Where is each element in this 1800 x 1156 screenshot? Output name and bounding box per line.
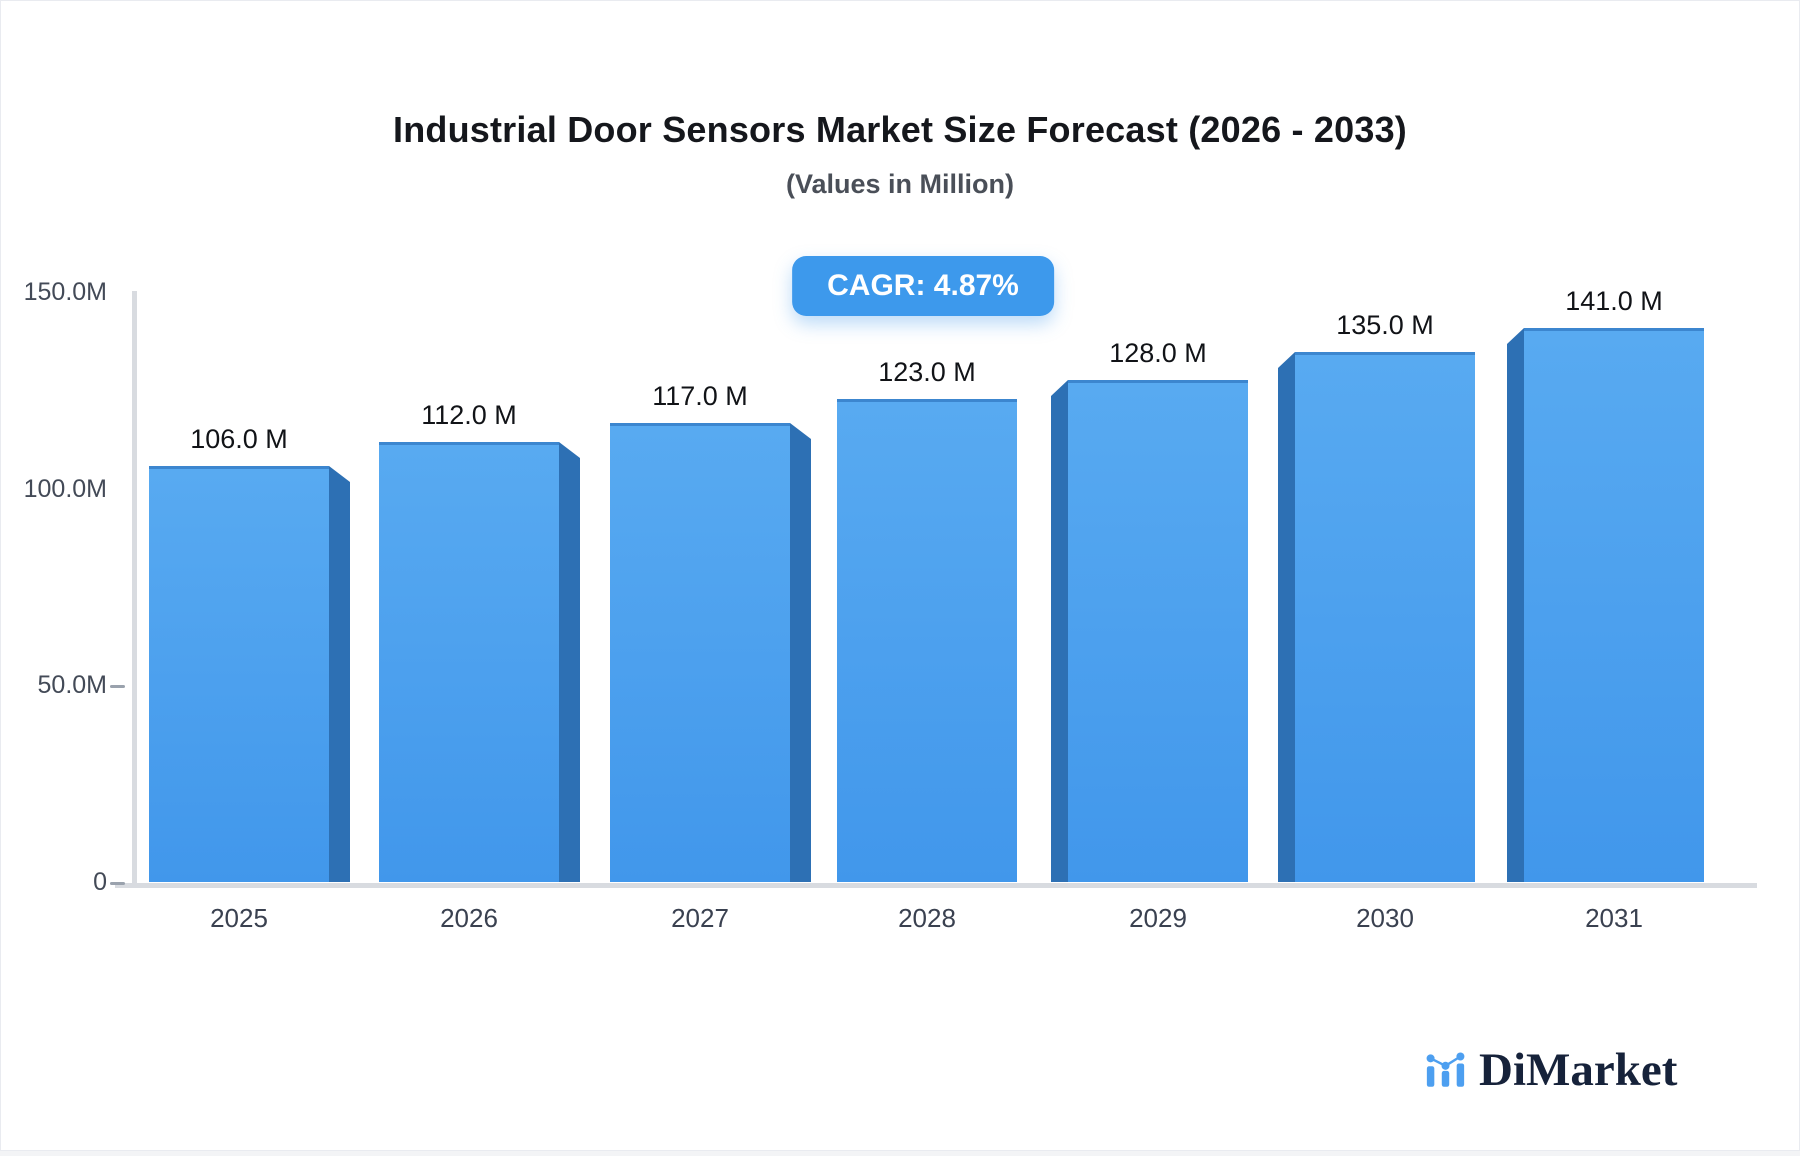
bar-2030 bbox=[1278, 352, 1475, 882]
bar-3d-side-2026 bbox=[559, 442, 580, 882]
chart-subtitle: (Values in Million) bbox=[785, 169, 1015, 199]
bar-face-2025 bbox=[149, 466, 329, 882]
x-axis-label-2027: 2027 bbox=[671, 903, 729, 933]
x-axis-label-2031: 2031 bbox=[1585, 903, 1643, 933]
bar-3d-side-2031 bbox=[1507, 328, 1524, 882]
y-tick-label-0: 0 bbox=[93, 868, 107, 896]
x-axis-label-2026: 2026 bbox=[440, 903, 498, 933]
bar-value-label-2031: 141.0 M bbox=[1565, 286, 1663, 316]
y-tick-label-50: 50.0M bbox=[37, 671, 107, 699]
cagr-badge: CAGR: 4.87% bbox=[792, 256, 1054, 316]
bar-face-2028 bbox=[837, 399, 1017, 882]
x-axis-label-2028: 2028 bbox=[898, 903, 956, 933]
bar-2025 bbox=[149, 466, 350, 882]
bar-3d-side-2029 bbox=[1051, 380, 1068, 882]
x-axis-label-2025: 2025 bbox=[210, 903, 268, 933]
bar-value-label-2026: 112.0 M bbox=[421, 400, 517, 430]
bar-2027 bbox=[610, 423, 811, 882]
bar-face-2026 bbox=[379, 442, 559, 882]
bar-value-label-2027: 117.0 M bbox=[652, 381, 748, 411]
dimarket-logo-text: DiMarket bbox=[1479, 1044, 1678, 1096]
bar-2029 bbox=[1051, 380, 1248, 882]
x-axis-label-2030: 2030 bbox=[1356, 903, 1414, 933]
y-tick-label-100: 100.0M bbox=[23, 475, 107, 503]
x-axis-line bbox=[115, 883, 1757, 888]
y-axis-line bbox=[132, 291, 137, 885]
y-tick-mark-50 bbox=[110, 685, 125, 688]
dimarket-logo: DiMarket bbox=[1425, 1043, 1677, 1097]
bar-3d-side-2030 bbox=[1278, 352, 1295, 882]
bar-face-2031 bbox=[1524, 328, 1704, 882]
bar-2028 bbox=[837, 399, 1017, 882]
chart-title: Industrial Door Sensors Market Size Fore… bbox=[393, 109, 1407, 150]
bar-value-label-2028: 123.0 M bbox=[878, 357, 976, 387]
bar-3d-side-2027 bbox=[790, 423, 811, 882]
bar-value-label-2030: 135.0 M bbox=[1336, 310, 1434, 340]
bar-value-label-2029: 128.0 M bbox=[1109, 338, 1207, 368]
bar-face-2029 bbox=[1068, 380, 1248, 882]
x-axis-label-2029: 2029 bbox=[1129, 903, 1187, 933]
y-tick-mark-0 bbox=[110, 882, 125, 885]
bar-chart-logo-icon bbox=[1426, 1052, 1465, 1087]
y-tick-label-150: 150.0M bbox=[23, 278, 107, 306]
bar-3d-side-2025 bbox=[329, 466, 350, 882]
bar-2031 bbox=[1507, 328, 1704, 882]
bar-face-2030 bbox=[1295, 352, 1475, 882]
bar-face-2027 bbox=[610, 423, 790, 882]
bar-2026 bbox=[379, 442, 580, 882]
bar-value-label-2025: 106.0 M bbox=[190, 424, 288, 454]
cagr-badge-label: CAGR: 4.87% bbox=[827, 269, 1019, 302]
